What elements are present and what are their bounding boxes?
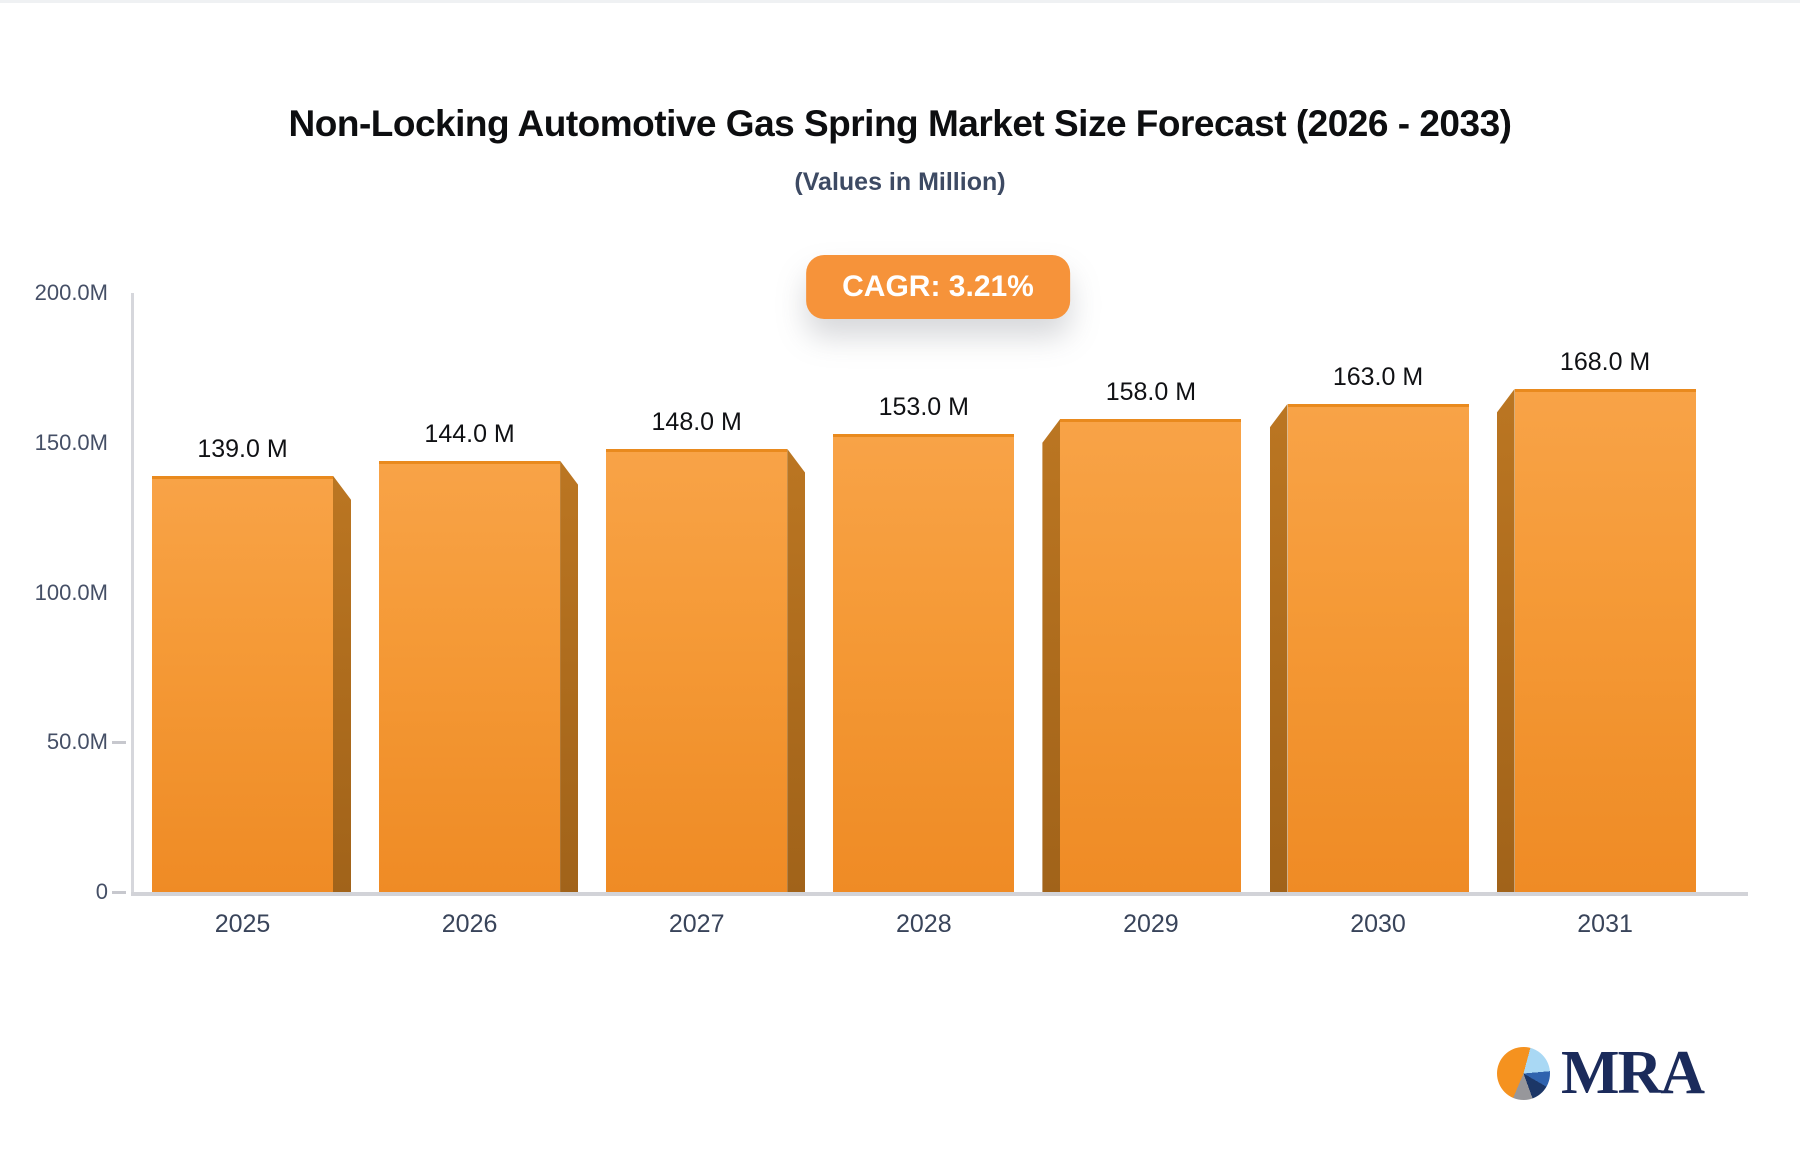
bar-face	[1060, 418, 1242, 892]
bar-value-label: 153.0 M	[878, 392, 969, 421]
bar-value-label: 139.0 M	[197, 434, 288, 463]
bar-face	[1514, 388, 1696, 892]
bar-face	[379, 460, 561, 892]
bar-2027	[606, 448, 806, 892]
bar-face	[1287, 403, 1469, 892]
bar-2029	[1042, 418, 1242, 892]
brand-logo: MRA	[1497, 1039, 1705, 1107]
cagr-badge: CAGR: 3.21%	[806, 255, 1070, 319]
bar-face	[833, 433, 1015, 892]
bar-3d-side	[1496, 388, 1515, 892]
bar-value-label: 144.0 M	[424, 419, 515, 448]
x-tick-label: 2030	[1350, 910, 1406, 938]
y-tick-label: 100.0M	[34, 579, 108, 605]
bar-value-label: 168.0 M	[1559, 347, 1651, 376]
y-tick-label: 150.0M	[34, 429, 108, 455]
chart-title: Non-Locking Automotive Gas Spring Market…	[288, 103, 1512, 144]
x-tick-label: 2029	[1123, 910, 1179, 938]
y-tick-mark	[112, 740, 126, 744]
bar-3d-side	[1042, 418, 1061, 892]
x-tick-label: 2025	[214, 910, 271, 938]
bar-face	[152, 475, 333, 892]
bar-3d-side	[560, 460, 579, 892]
pie-chart-logo-icon	[1497, 1046, 1550, 1100]
bar-3d-side	[333, 475, 351, 892]
bar-value-label: 163.0 M	[1332, 362, 1424, 391]
bar-2026	[379, 460, 579, 892]
bar-value-label: 158.0 M	[1105, 377, 1197, 406]
brand-logo-text: MRA	[1561, 1039, 1705, 1107]
x-tick-label: 2027	[668, 910, 725, 938]
bar-value-label: 148.0 M	[651, 407, 742, 436]
bar-2025	[152, 475, 351, 892]
bar-2030	[1269, 403, 1469, 892]
y-tick-mark	[112, 890, 126, 894]
bar-3d-side	[787, 448, 806, 892]
x-axis-line	[131, 892, 1748, 896]
bar-face	[606, 448, 788, 892]
y-tick-label: 50.0M	[46, 729, 108, 755]
x-tick-label: 2031	[1577, 910, 1633, 938]
bar-3d-side	[1269, 403, 1288, 892]
plot-area: 200.0M 150.0M 100.0M 50.0M 0 139.0 M 2025 144.…	[35, 280, 1748, 938]
y-tick-label: 200.0M	[34, 280, 108, 305]
x-tick-label: 2028	[895, 910, 952, 938]
x-tick-label: 2026	[441, 910, 498, 938]
bar-2028	[833, 433, 1015, 892]
bar-2031	[1496, 388, 1696, 892]
chart-subtitle: (Values in Million)	[794, 168, 1006, 196]
y-tick-label: 0	[95, 879, 108, 904]
